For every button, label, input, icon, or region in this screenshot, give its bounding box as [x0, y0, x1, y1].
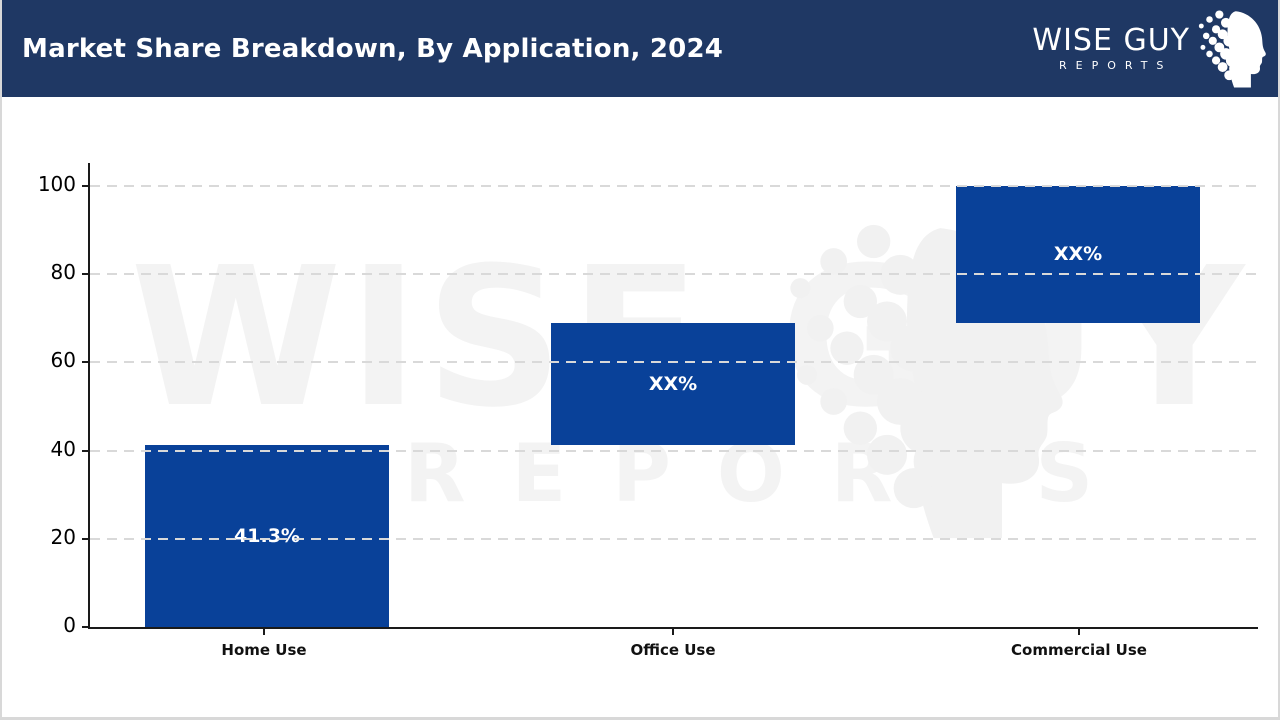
y-tick-mark	[82, 273, 90, 276]
gridline-40	[90, 449, 1258, 452]
x-tick-mark	[263, 629, 265, 635]
y-tick-mark	[82, 185, 90, 187]
y-tick-label: 40	[50, 436, 76, 461]
bar-commercial-use: XX%	[956, 186, 1200, 323]
wiseguy-logo-text: WISE GUY REPORTS	[1032, 23, 1190, 73]
y-tick-mark	[82, 449, 90, 452]
y-tick-label: 100	[37, 172, 76, 196]
bar-home-use: 41.3%	[145, 444, 389, 627]
gridline-100	[90, 185, 1258, 187]
y-tick-mark	[82, 361, 90, 364]
x-axis-line	[88, 627, 1258, 629]
chart-region: WISE GUY REPORTS 02040608010041.3%XX%XX%…	[2, 97, 1278, 717]
bar-value-label: XX%	[648, 372, 698, 395]
bar-value-label: 41.3%	[234, 524, 300, 547]
x-tick-mark	[672, 629, 674, 635]
y-tick-mark	[82, 537, 90, 540]
gridline-80	[90, 273, 1258, 276]
logo-subtitle: REPORTS	[1058, 59, 1173, 72]
bar-value-label: XX%	[1053, 243, 1103, 266]
y-tick-label: 60	[50, 348, 76, 373]
y-tick-label: 20	[50, 524, 76, 549]
wiseguy-logo: WISE GUY REPORTS	[1032, 6, 1268, 92]
x-tick-mark	[1078, 629, 1080, 635]
y-tick-label: 0	[63, 613, 76, 637]
logo-wordmark: WISE GUY	[1032, 23, 1190, 58]
x-category-label: Office Use	[630, 641, 716, 659]
wiseguy-head-icon	[1198, 10, 1266, 88]
gridline-20	[90, 537, 1258, 540]
header-bar: Market Share Breakdown, By Application, …	[2, 0, 1278, 97]
y-axis-line	[88, 163, 90, 629]
gridline-60	[90, 361, 1258, 364]
x-category-label: Commercial Use	[1011, 641, 1147, 659]
y-tick-mark	[82, 626, 90, 628]
bar-office-use: XX%	[551, 322, 795, 445]
y-tick-label: 80	[50, 260, 76, 285]
page-title: Market Share Breakdown, By Application, …	[22, 33, 724, 64]
x-category-label: Home Use	[221, 641, 307, 659]
